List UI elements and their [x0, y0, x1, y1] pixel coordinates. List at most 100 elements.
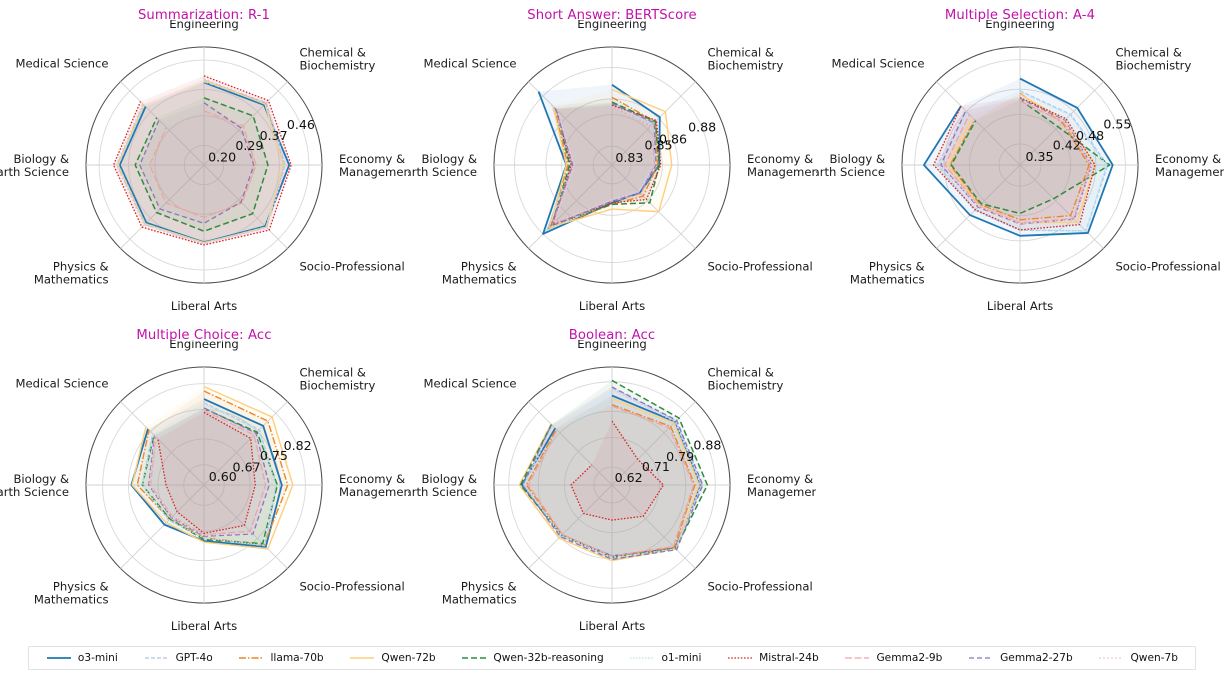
legend-item[interactable]: Qwen-32b-reasoning	[461, 652, 604, 664]
radial-tick-label: 0.86	[659, 132, 687, 147]
radar-series-line	[950, 99, 1111, 215]
radar-series-line	[148, 408, 269, 537]
radar-series-fill	[118, 81, 285, 244]
radar-panel: Short Answer: BERTScore 0.83 0.85 0.86 0.88 E…	[408, 2, 816, 322]
radial-tick-label: 0.37	[260, 128, 288, 143]
radar-series-line	[518, 398, 700, 562]
radar-series-fill	[950, 93, 1090, 220]
radar-series-line	[552, 104, 662, 225]
legend-label: Gemma2-9b	[876, 652, 943, 664]
radial-tick-label: 0.67	[233, 459, 261, 474]
legend-line-swatch	[969, 657, 994, 659]
radar-series-fill	[148, 407, 270, 537]
radar-series-line	[932, 96, 1096, 231]
radar-axis-label: Physics & Mathematics	[442, 579, 517, 606]
radar-axis-label: Physics & Mathematics	[442, 259, 517, 286]
radar-axis-label: Engineering	[169, 20, 239, 31]
radar-series-fill	[142, 408, 278, 544]
radial-tick-label: 0.88	[693, 437, 721, 452]
radar-series-fill	[547, 102, 655, 230]
radar-axis-label: Economy & Management	[747, 152, 816, 179]
radar-axis-label: Economy & Management	[1155, 152, 1224, 179]
radar-series-fill	[940, 98, 1092, 224]
legend-item[interactable]: GPT-4o	[144, 652, 213, 664]
radar-series-fill	[142, 402, 277, 546]
radar-spoke	[203, 484, 288, 569]
radial-tick-label: 0.79	[666, 449, 694, 464]
radar-series-fill	[538, 84, 660, 234]
radial-tick-label: 0.48	[1076, 128, 1104, 143]
radar-series-line	[527, 405, 695, 557]
panel-title: Multiple Choice: Acc	[136, 328, 272, 343]
radar-series-line	[148, 110, 257, 219]
radar-series-fill	[933, 97, 1096, 230]
radar-axis-label: Chemical & Biochemistry	[1115, 46, 1191, 73]
radar-spoke	[120, 401, 205, 486]
radar-spoke	[203, 81, 288, 166]
radar-axis-label: Socio-Professional Studies	[707, 579, 816, 593]
legend-item[interactable]: Qwen-72b	[349, 652, 436, 664]
radial-tick-label: 0.75	[260, 448, 288, 463]
radar-plot: 0.83 0.85 0.86 0.88 Engineering Chemical & Bio…	[408, 20, 816, 322]
radar-axis-label: Biology &Earth Science	[0, 152, 69, 179]
radar-panel: Summarization: R-1 0.20 0.29 0.37 0.46 Engine…	[0, 2, 408, 322]
radar-series-line	[157, 411, 256, 534]
radar-series-fill	[116, 78, 286, 244]
radar-axis-label: Chemical & Biochemistry	[707, 366, 783, 393]
radar-series-fill	[526, 404, 695, 557]
legend-line-swatch	[1099, 657, 1124, 659]
radar-axis-label: Physics & Mathematics	[34, 259, 109, 286]
legend-item[interactable]: o1-mini	[629, 652, 701, 664]
legend-label: o3-mini	[77, 652, 118, 664]
radar-spoke	[528, 401, 613, 486]
radar-plot: 0.20 0.29 0.37 0.46 Engineering Chemical & Bio…	[0, 20, 408, 322]
radar-series-fill	[944, 100, 1091, 223]
radar-series-fill	[149, 110, 257, 218]
radar-panel: Boolean: Acc 0.62 0.71 0.79 0.88 Engineering C…	[408, 322, 816, 642]
legend-item[interactable]: Qwen-7b	[1098, 652, 1178, 664]
radar-series-fill	[113, 75, 292, 245]
radar-axis-label: Socio-Professional Studies	[707, 259, 816, 273]
legend-item[interactable]: Mistral-24b	[727, 652, 819, 664]
radar-series-line	[938, 99, 1093, 225]
radial-tick-label: 0.20	[208, 149, 236, 164]
radar-series-line	[521, 386, 704, 561]
radar-series-line	[141, 402, 277, 546]
radar-spoke	[120, 164, 205, 249]
legend-label: Qwen-7b	[1130, 652, 1178, 664]
legend-label: Gemma2-27b	[1000, 652, 1073, 664]
radar-series-line	[949, 92, 1090, 221]
radar-spoke	[120, 484, 205, 569]
radar-series-line	[523, 388, 703, 559]
radar-series-line	[546, 101, 656, 231]
legend-label: Qwen-32b-reasoning	[493, 652, 604, 664]
radar-series-line	[117, 80, 285, 244]
radar-series-fill	[571, 421, 664, 521]
panel-title: Boolean: Acc	[568, 328, 656, 343]
legend-label: Mistral-24b	[759, 652, 819, 664]
legend-label: GPT-4o	[175, 652, 213, 664]
radar-axis-label: Biology &Earth Science	[816, 152, 885, 179]
panel-title: Summarization: R-1	[137, 8, 271, 23]
radar-series-line	[130, 398, 283, 548]
radar-series-fill	[951, 99, 1110, 214]
legend-line-swatch	[144, 657, 169, 659]
radar-series-fill	[157, 412, 256, 534]
radar-axis-label: Engineering	[169, 340, 239, 351]
radar-series-fill	[119, 82, 290, 243]
radar-series-fill	[524, 389, 701, 558]
radar-spoke	[611, 401, 696, 486]
radar-axis-label: Socio-Professional Studies	[299, 579, 408, 593]
legend-item[interactable]: Gemma2-9b	[844, 652, 942, 664]
radar-series-line	[112, 75, 292, 246]
radar-series-line	[139, 102, 255, 224]
radar-panel: Multiple Choice: Acc 0.60 0.67 0.75 0.82 Engi…	[0, 322, 408, 642]
legend-item[interactable]: llama-70b	[238, 652, 324, 664]
radar-series-line	[944, 100, 1092, 224]
radial-tick-label: 0.60	[209, 469, 237, 484]
legend-item[interactable]: o3-mini	[46, 652, 118, 664]
radar-plot: 0.62 0.71 0.79 0.88 Engineering Chemical & Bio…	[408, 340, 816, 642]
legend-item[interactable]: Gemma2-27b	[968, 652, 1073, 664]
radar-axis-label: Engineering	[577, 20, 647, 31]
radar-series-fill	[939, 99, 1092, 224]
